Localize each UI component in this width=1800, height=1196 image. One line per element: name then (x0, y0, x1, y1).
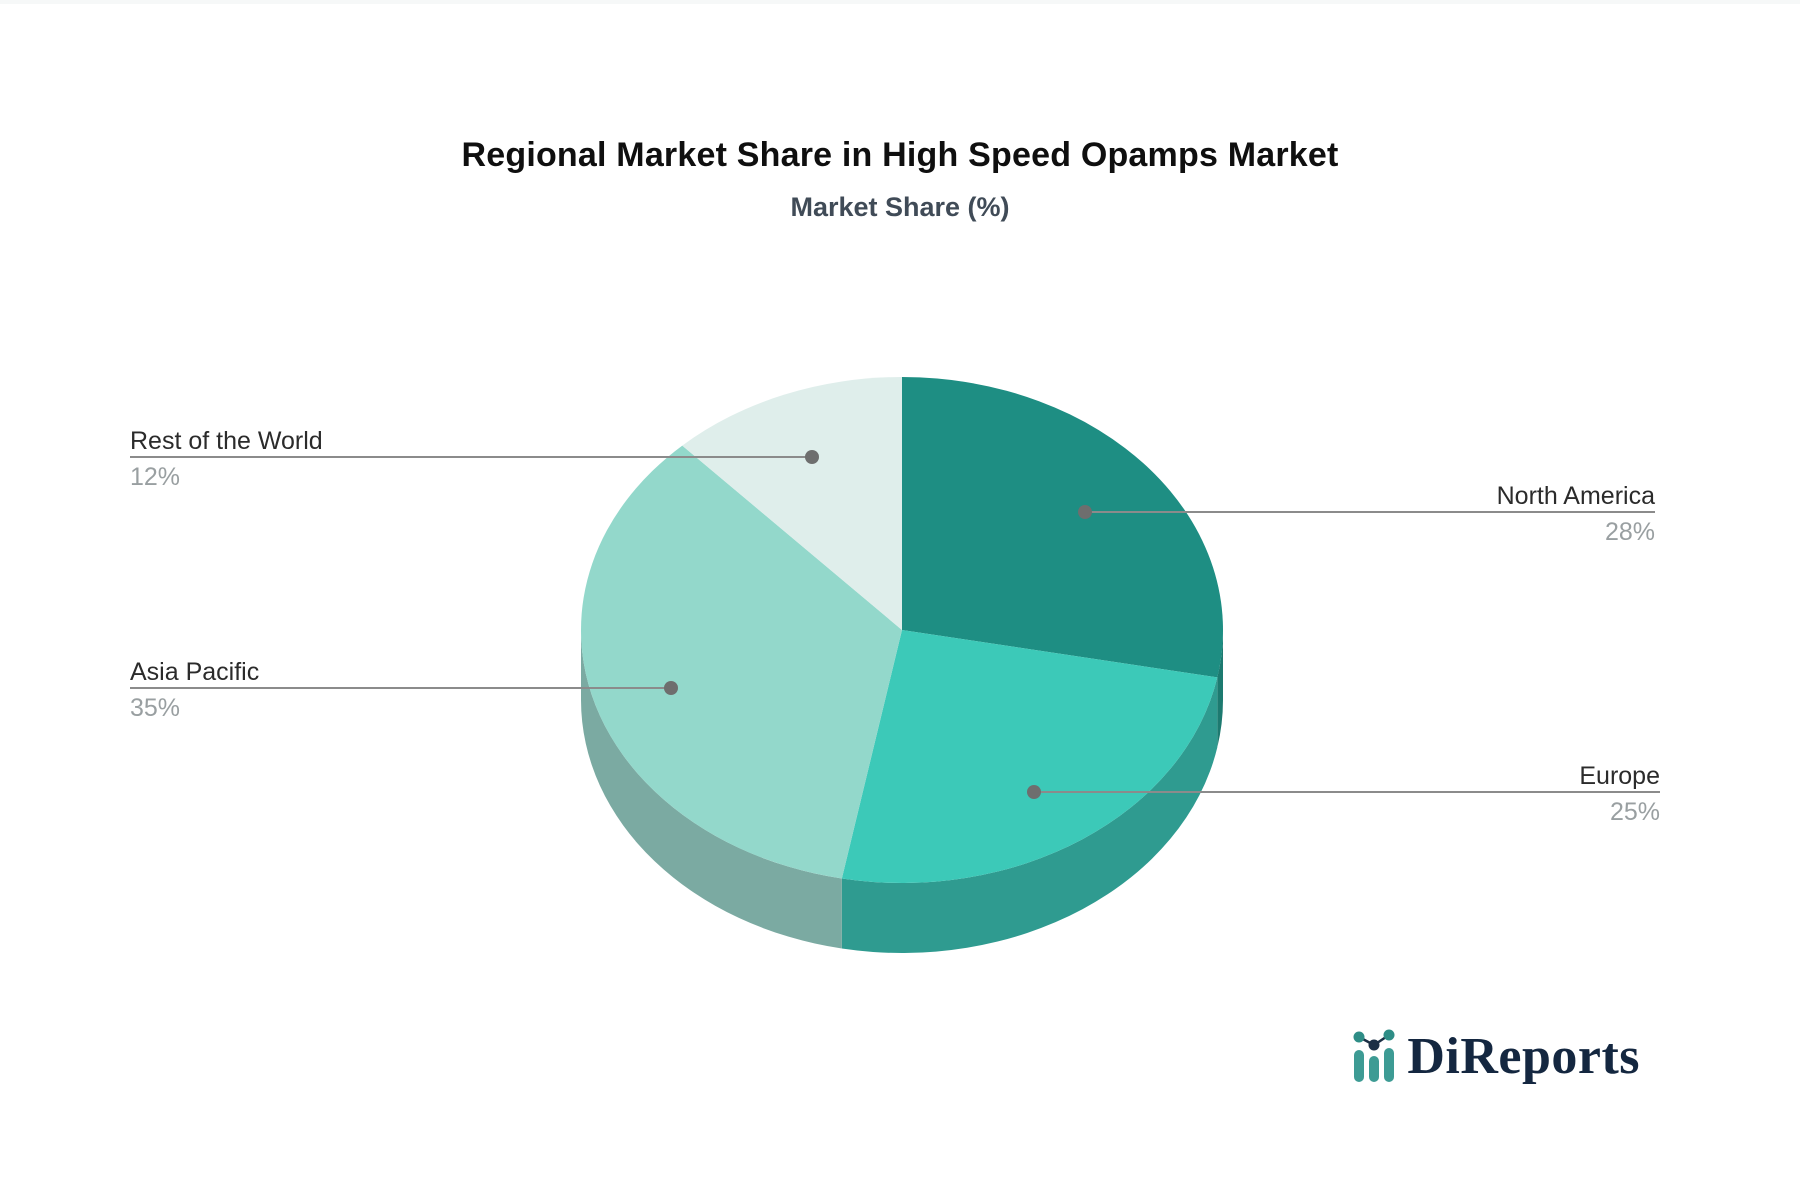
pie-slice-europe (841, 630, 1218, 883)
callout-value: 28% (1604, 518, 1655, 546)
pie-side-north-america (1217, 630, 1223, 748)
pie-slice-asia-pacific (581, 445, 902, 879)
callout-label: Europe (1579, 762, 1660, 790)
callout-label: Rest of the World (130, 427, 323, 455)
pie-side-asia-pacific (581, 630, 842, 949)
callout-label: North America (1496, 482, 1655, 510)
chart-title: Regional Market Share in High Speed Opam… (461, 136, 1339, 174)
callout-value: 35% (130, 694, 181, 722)
pie-slice-north-america (902, 377, 1223, 678)
callout-value: 12% (130, 463, 181, 491)
pie-side-europe (841, 677, 1218, 953)
callout-value: 25% (1609, 798, 1660, 826)
leader-dot-europe (1027, 785, 1041, 799)
pie-slice-rest-of-world (682, 377, 902, 630)
top-edge-strip (0, 0, 1800, 4)
callout-rest-of-world: Rest of the World 12% (130, 427, 323, 491)
callout-label: Asia Pacific (130, 658, 260, 686)
callout-north-america: North America 28% (1497, 482, 1655, 546)
logo-text: DiReports (1407, 1028, 1640, 1085)
callout-europe: Europe 25% (1579, 762, 1660, 826)
leader-dot-asia-pacific (664, 681, 678, 695)
bar-line-chart-icon (1353, 1029, 1395, 1082)
callout-asia-pacific: Asia Pacific 35% (130, 658, 259, 722)
logo: DiReports (1350, 1024, 1640, 1084)
chart-subtitle: Market Share (%) (790, 192, 1010, 222)
leader-dot-north-america (1078, 505, 1092, 519)
leader-dot-rest-of-world (805, 450, 819, 464)
